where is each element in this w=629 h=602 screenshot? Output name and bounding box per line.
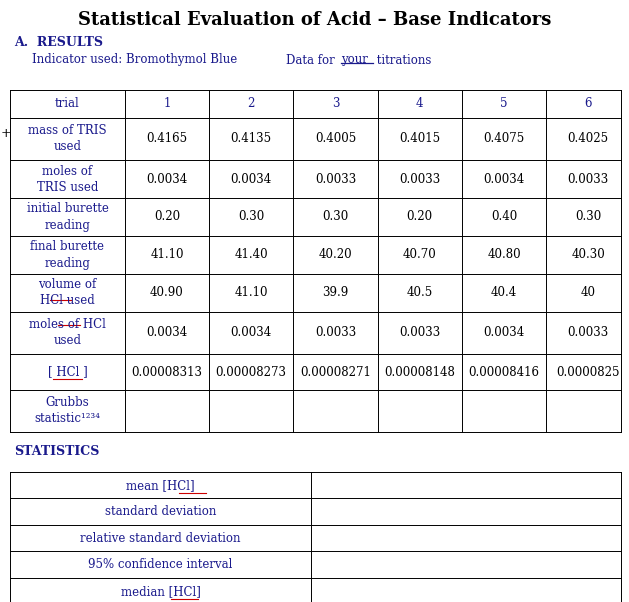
Text: 41.10: 41.10 — [235, 287, 268, 300]
Text: final burette
reading: final burette reading — [30, 241, 104, 270]
Text: 0.4165: 0.4165 — [147, 132, 187, 146]
Text: 0.4075: 0.4075 — [483, 132, 525, 146]
Text: 0.40: 0.40 — [491, 211, 517, 223]
Text: 0.0034: 0.0034 — [147, 326, 187, 340]
Text: 0.0033: 0.0033 — [567, 173, 609, 185]
Text: 5: 5 — [500, 98, 508, 111]
Text: 40.70: 40.70 — [403, 249, 437, 261]
Text: 0.20: 0.20 — [154, 211, 180, 223]
Text: 0.0033: 0.0033 — [567, 326, 609, 340]
Text: median [HCl]: median [HCl] — [121, 585, 201, 598]
Text: 0.00008273: 0.00008273 — [216, 365, 287, 379]
Text: 40.90: 40.90 — [150, 287, 184, 300]
Text: 0.0033: 0.0033 — [314, 326, 356, 340]
Text: 0.0033: 0.0033 — [399, 173, 440, 185]
Text: 0.0033: 0.0033 — [399, 326, 440, 340]
Text: [ HCl ]: [ HCl ] — [48, 365, 87, 379]
Text: 6: 6 — [584, 98, 592, 111]
Text: Grubbs
statistic¹²³⁴: Grubbs statistic¹²³⁴ — [35, 397, 101, 426]
Text: 0.0034: 0.0034 — [483, 173, 525, 185]
Text: mean [HCl]: mean [HCl] — [126, 479, 195, 492]
Text: 0.00008313: 0.00008313 — [131, 365, 203, 379]
Text: 40.5: 40.5 — [406, 287, 433, 300]
Text: Data for: Data for — [286, 54, 338, 66]
Text: 0.30: 0.30 — [575, 211, 601, 223]
Text: 0.0034: 0.0034 — [483, 326, 525, 340]
Text: your: your — [341, 54, 368, 66]
Text: 0.4025: 0.4025 — [568, 132, 609, 146]
Text: 0.30: 0.30 — [322, 211, 348, 223]
Text: STATISTICS: STATISTICS — [14, 445, 99, 459]
Text: 0.0034: 0.0034 — [230, 173, 272, 185]
Text: 41.10: 41.10 — [150, 249, 184, 261]
Text: 0.00008416: 0.00008416 — [469, 365, 540, 379]
Text: +: + — [1, 126, 11, 140]
Text: relative standard deviation: relative standard deviation — [81, 532, 241, 545]
Text: initial burette
reading: initial burette reading — [26, 202, 108, 232]
Text: 0.0034: 0.0034 — [147, 173, 187, 185]
Text: Indicator used: Bromothymol Blue: Indicator used: Bromothymol Blue — [32, 54, 237, 66]
Text: moles of HCl
used: moles of HCl used — [29, 318, 106, 347]
Text: 0.0034: 0.0034 — [230, 326, 272, 340]
Text: 0.0000825: 0.0000825 — [557, 365, 620, 379]
Text: 1: 1 — [163, 98, 170, 111]
Text: 4: 4 — [416, 98, 423, 111]
Text: 2: 2 — [247, 98, 255, 111]
Text: 3: 3 — [331, 98, 339, 111]
Text: 40.30: 40.30 — [571, 249, 605, 261]
Text: trial: trial — [55, 98, 80, 111]
Text: volume of
HCl used: volume of HCl used — [38, 279, 97, 308]
Text: standard deviation: standard deviation — [105, 505, 216, 518]
Text: 0.00008271: 0.00008271 — [300, 365, 371, 379]
Text: 0.20: 0.20 — [406, 211, 433, 223]
Text: 0.4135: 0.4135 — [231, 132, 272, 146]
Text: 39.9: 39.9 — [322, 287, 348, 300]
Text: Statistical Evaluation of Acid – Base Indicators: Statistical Evaluation of Acid – Base In… — [79, 11, 552, 29]
Text: 0.4015: 0.4015 — [399, 132, 440, 146]
Text: 41.40: 41.40 — [235, 249, 268, 261]
Text: 40.20: 40.20 — [319, 249, 352, 261]
Text: 95% confidence interval: 95% confidence interval — [89, 558, 233, 571]
Text: 0.30: 0.30 — [238, 211, 264, 223]
Text: A.  RESULTS: A. RESULTS — [14, 36, 103, 49]
Text: 0.00008148: 0.00008148 — [384, 365, 455, 379]
Text: moles of
TRIS used: moles of TRIS used — [36, 164, 98, 193]
Text: titrations: titrations — [373, 54, 431, 66]
Text: 0.0033: 0.0033 — [314, 173, 356, 185]
Text: 40.80: 40.80 — [487, 249, 521, 261]
Text: mass of TRIS
used: mass of TRIS used — [28, 125, 107, 154]
Text: 40.4: 40.4 — [491, 287, 517, 300]
Text: 40: 40 — [581, 287, 596, 300]
Text: 0.4005: 0.4005 — [314, 132, 356, 146]
